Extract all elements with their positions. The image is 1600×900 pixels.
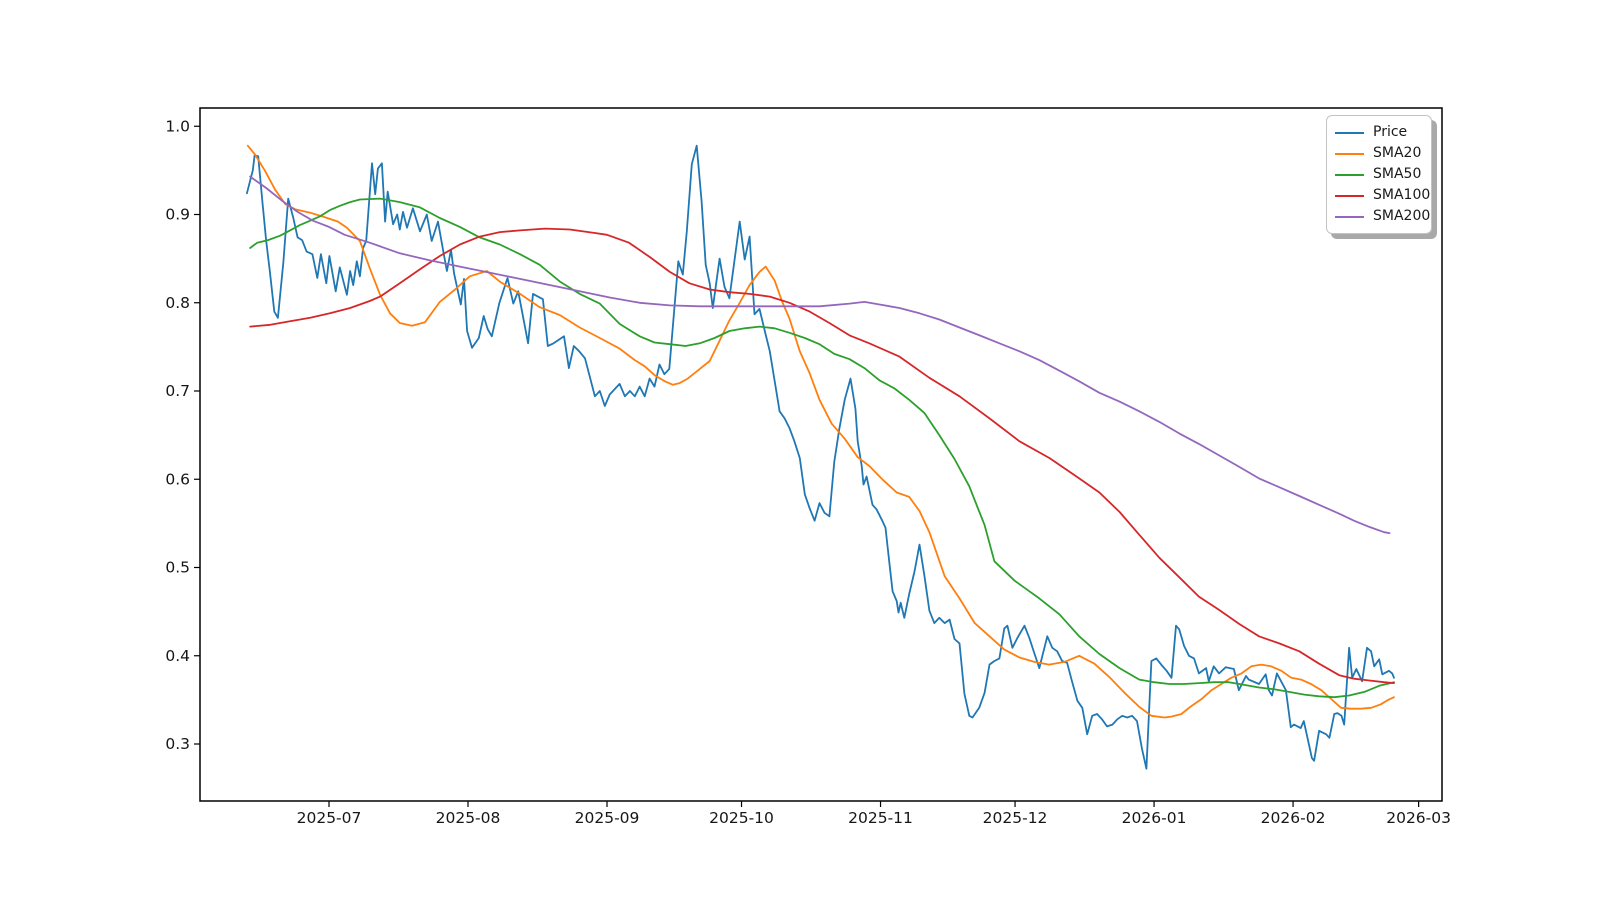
y-tick-label: 0.5	[165, 559, 190, 577]
x-tick-label: 2025-11	[848, 809, 913, 827]
y-tick-label: 1.0	[165, 117, 190, 135]
y-tick-label: 0.8	[165, 294, 190, 312]
legend-label: SMA50	[1373, 166, 1422, 182]
x-tick-label: 2025-08	[436, 809, 501, 827]
legend-line-sample-icon	[1335, 152, 1364, 155]
legend-item-price: Price	[1335, 122, 1421, 143]
legend-item-sma100: SMA100	[1335, 185, 1430, 206]
legend-label: Price	[1373, 124, 1408, 140]
series-line-price	[245, 144, 1395, 770]
series-line-sma50	[249, 197, 1395, 699]
y-tick-label: 0.7	[165, 382, 190, 400]
legend-label: SMA100	[1373, 187, 1431, 203]
legend: Price SMA20 SMA50 SMA100 SMA200	[1326, 115, 1432, 234]
x-tick-label: 2026-03	[1386, 809, 1451, 827]
x-tick-label: 2025-10	[709, 809, 774, 827]
series-line-sma100	[249, 227, 1395, 684]
legend-item-sma200: SMA200	[1335, 206, 1430, 227]
y-tick-label: 0.4	[165, 647, 190, 665]
legend-line-sample-icon	[1335, 131, 1364, 134]
legend-line-sample-icon	[1335, 194, 1364, 197]
x-tick-label: 2026-01	[1122, 809, 1187, 827]
x-tick-label: 2025-07	[297, 809, 362, 827]
legend-line-sample-icon	[1335, 215, 1364, 218]
y-tick-label: 0.3	[165, 735, 190, 753]
legend-label: SMA20	[1373, 145, 1422, 161]
series-line-sma20	[246, 144, 1395, 719]
legend-item-sma20: SMA20	[1335, 143, 1421, 164]
x-tick-label: 2025-12	[983, 809, 1048, 827]
legend-line-sample-icon	[1335, 173, 1364, 176]
y-tick-label: 0.9	[165, 206, 190, 224]
series-line-sma200	[249, 175, 1391, 534]
legend-item-sma50: SMA50	[1335, 164, 1421, 185]
x-tick-label: 2026-02	[1261, 809, 1326, 827]
x-tick-label: 2025-09	[575, 809, 640, 827]
y-tick-label: 0.6	[165, 470, 190, 488]
legend-label: SMA200	[1373, 208, 1431, 224]
plot-area	[199, 107, 1443, 802]
